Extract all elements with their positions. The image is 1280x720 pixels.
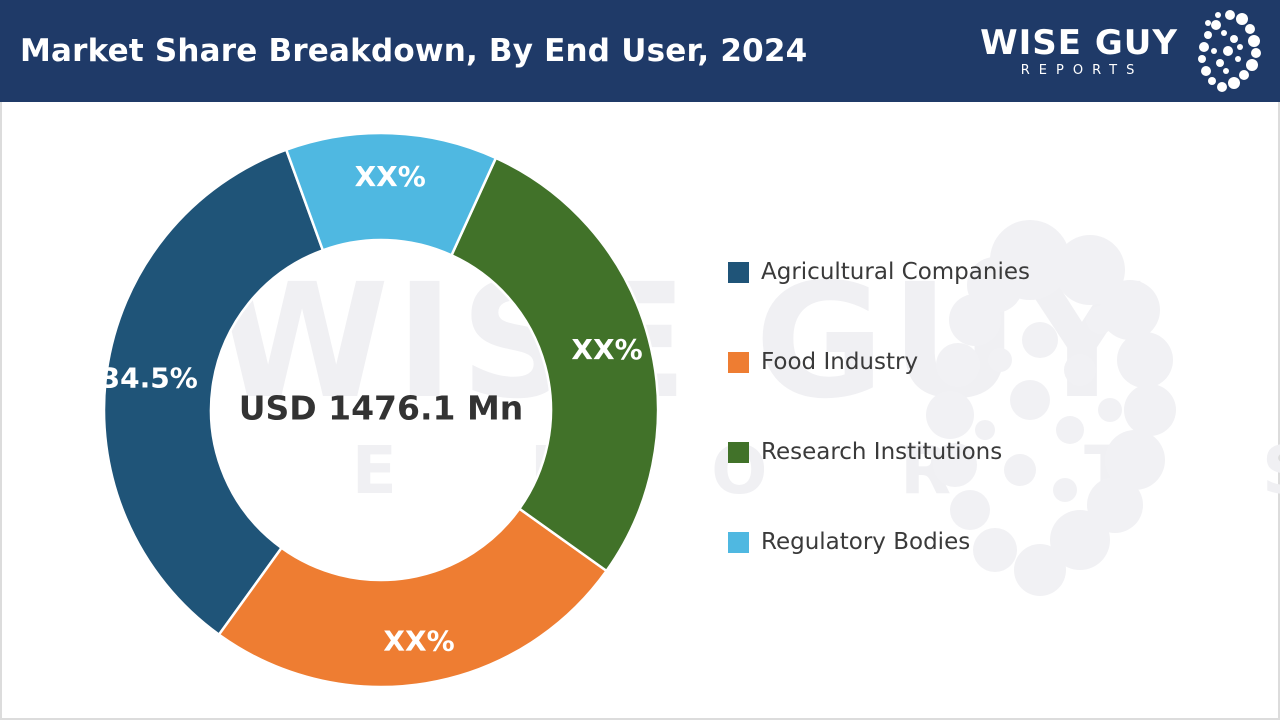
- legend-item-food-industry: Food Industry: [728, 349, 1030, 375]
- legend-item-agricultural-companies: Agricultural Companies: [728, 259, 1030, 285]
- legend-item-regulatory-bodies: Regulatory Bodies: [728, 529, 1030, 555]
- legend-swatch-regulatory-bodies: [728, 531, 749, 553]
- donut-segment-research-institutions: [449, 156, 660, 573]
- logo-wordmark: WISE GUY: [980, 22, 1178, 63]
- legend-label: Research Institutions: [761, 439, 1003, 465]
- segment-value-label-research-institutions: XX%: [571, 333, 642, 366]
- donut-center-label: USD 1476.1 Mn: [239, 389, 524, 428]
- donut-segment-agricultural-companies: [102, 148, 325, 637]
- segment-value-label-food-industry: XX%: [383, 625, 454, 658]
- legend-label: Food Industry: [761, 349, 919, 375]
- legend-item-research-institutions: Research Institutions: [728, 439, 1030, 465]
- logo-subtitle: REPORTS: [1020, 62, 1144, 78]
- logo-face-icon: [1178, 3, 1262, 99]
- segment-value-label-agricultural-companies: 34.5%: [101, 362, 198, 395]
- donut-segment-regulatory-bodies: [284, 131, 498, 257]
- segment-value-label-regulatory-bodies: XX%: [355, 160, 426, 193]
- legend-label: Agricultural Companies: [761, 259, 1030, 285]
- donut-chart: 34.5% XX% XX% XX% USD 1476.1 Mn: [101, 131, 660, 689]
- legend-swatch-food-industry: [728, 351, 749, 373]
- legend-swatch-agricultural-companies: [728, 261, 749, 283]
- logo-text: WISE GUY REPORTS: [980, 26, 1178, 77]
- legend: Agricultural Companies Food Industry Res…: [728, 259, 1030, 620]
- legend-swatch-research-institutions: [728, 441, 749, 463]
- legend-label: Regulatory Bodies: [761, 529, 971, 555]
- logo: WISE GUY REPORTS: [980, 3, 1262, 99]
- donut-segment-food-industry: [217, 506, 609, 689]
- watermark-face: [880, 200, 1190, 614]
- page-title: Market Share Breakdown, By End User, 202…: [20, 33, 808, 69]
- header: Market Share Breakdown, By End User, 202…: [0, 0, 1280, 102]
